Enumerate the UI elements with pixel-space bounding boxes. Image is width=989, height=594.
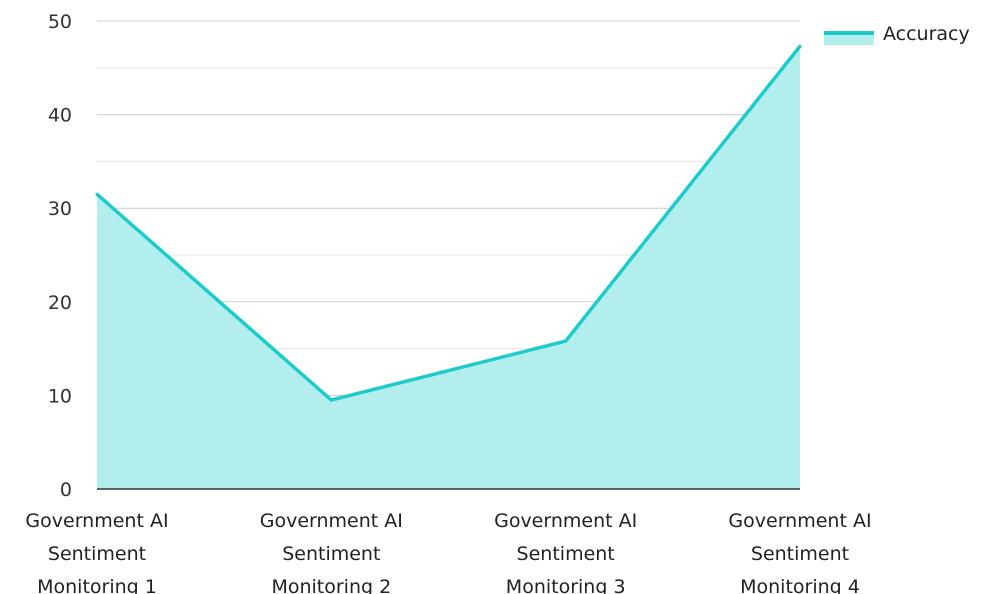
y-tick-label: 50 [48,11,72,33]
legend-swatch-line [824,31,874,35]
data-point[interactable] [95,192,99,196]
x-axis-categories: Government AI Sentiment Monitoring 1 Govern… [25,510,871,594]
legend-label: Accuracy [883,23,970,45]
legend-swatch [824,33,874,45]
data-point[interactable] [564,339,568,343]
y-tick-label: 10 [48,385,72,407]
y-axis-ticks: 0 10 20 30 40 50 [48,11,72,501]
series-area [95,44,802,489]
y-tick-label: 20 [48,292,72,314]
data-point[interactable] [329,398,333,402]
legend[interactable]: Accuracy [824,23,970,45]
x-category-label: Government AI Sentiment Monitoring 2 [260,510,403,594]
series-fill [97,46,800,489]
x-category-label: Government AI Sentiment Monitoring 1 [25,510,168,594]
y-tick-label: 40 [48,105,72,127]
x-category-label: Government AI Sentiment Monitoring 4 [728,510,871,594]
y-tick-label: 0 [60,479,72,501]
x-category-label: Government AI Sentiment Monitoring 3 [494,510,637,594]
series-line [95,45,802,402]
data-point[interactable] [798,44,802,48]
y-tick-label: 30 [48,198,72,220]
